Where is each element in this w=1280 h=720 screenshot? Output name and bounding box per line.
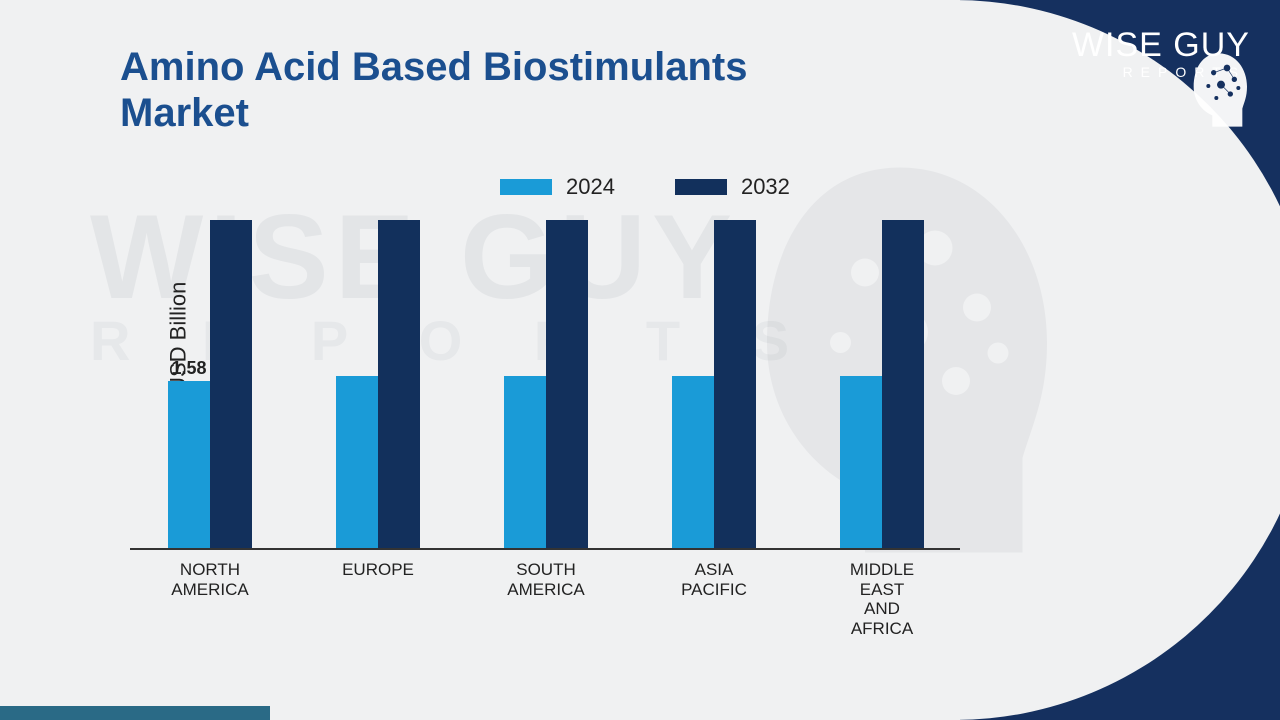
bar-value-label: 1.58 (168, 358, 210, 381)
x-axis-labels: NORTHAMERICA EUROPE SOUTHAMERICA ASIAPACIFI… (130, 554, 960, 650)
bar-2032 (378, 220, 420, 548)
bar-2024: 1.58 (168, 381, 210, 548)
bar-2024 (840, 376, 882, 548)
plot-area: 1.58 (130, 190, 960, 550)
bar-2032 (714, 220, 756, 548)
bar-2032 (882, 220, 924, 548)
x-tick-label: NORTHAMERICA (150, 560, 270, 599)
footer-accent (0, 706, 270, 720)
brand-logo: WISE GUY REPORTS (1072, 28, 1250, 80)
page-title: Amino Acid Based Biostimulants Market (120, 44, 840, 136)
x-tick-label: SOUTHAMERICA (486, 560, 606, 599)
bar-2024 (672, 376, 714, 548)
x-tick-label: ASIAPACIFIC (654, 560, 774, 599)
logo-head-icon (1184, 50, 1254, 130)
bar-2024 (504, 376, 546, 548)
bar-2032 (546, 220, 588, 548)
x-tick-label: EUROPE (318, 560, 438, 580)
chart-region: Market Size in USD Billion 1.58 NORTHAME… (60, 170, 960, 650)
bar-2024 (336, 376, 378, 548)
bar-2032 (210, 220, 252, 548)
x-tick-label: MIDDLEEASTANDAFRICA (822, 560, 942, 638)
